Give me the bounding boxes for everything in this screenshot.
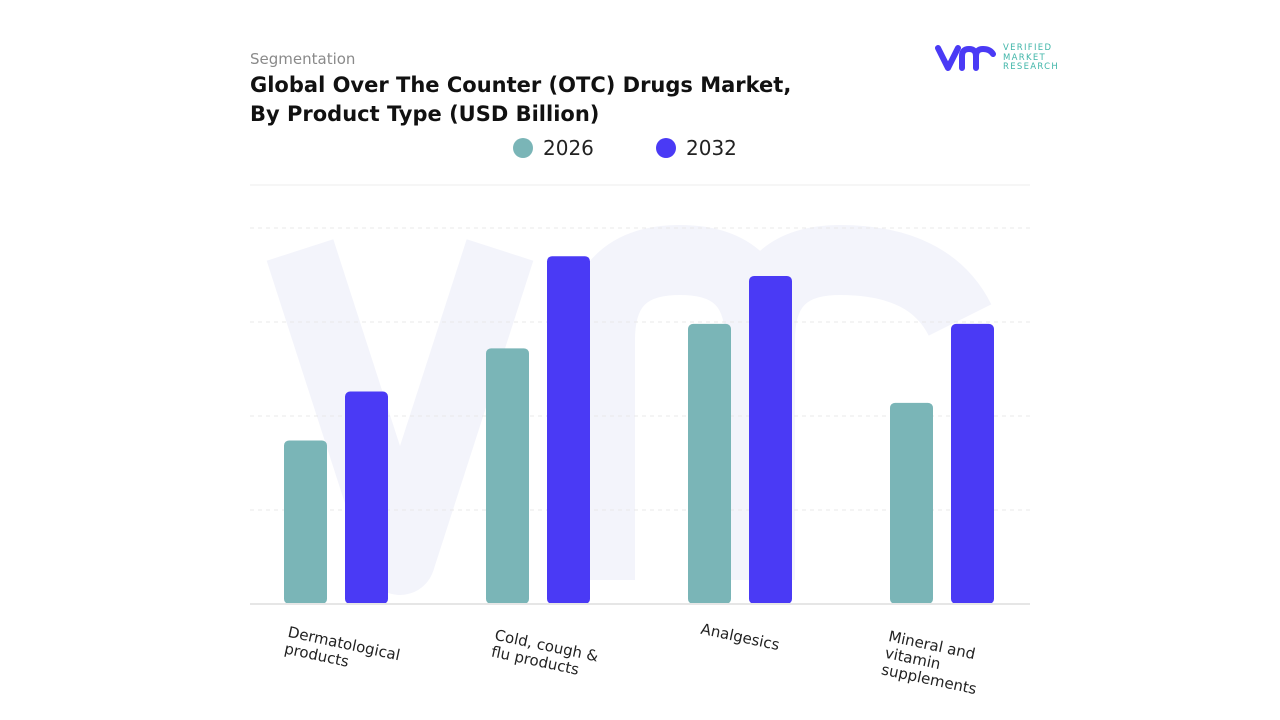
legend-label: 2026 xyxy=(543,136,594,160)
logo-line: MARKET xyxy=(1003,52,1046,63)
legend-swatch-2032 xyxy=(656,138,676,158)
legend-item-2032: 2032 xyxy=(656,136,737,160)
legend-swatch-2026 xyxy=(513,138,533,158)
segment-label: Segmentation xyxy=(250,50,356,68)
bar-2032 xyxy=(345,391,388,604)
logo-line: RESEARCH xyxy=(1003,62,1060,72)
vmr-logo: VERIFIED MARKET RESEARCH xyxy=(935,43,1060,73)
chart-title: Global Over The Counter (OTC) Drugs Mark… xyxy=(250,73,792,126)
legend-label: 2032 xyxy=(686,136,737,160)
vmr-logo-mark-icon xyxy=(935,45,996,72)
bar-2026 xyxy=(688,323,731,604)
watermark xyxy=(266,224,992,595)
bar-2026 xyxy=(284,440,327,604)
legend-item-2026: 2026 xyxy=(513,136,594,160)
logo-line: VERIFIED xyxy=(1003,43,1053,53)
bar-2026 xyxy=(486,348,529,604)
bar-2032 xyxy=(547,256,590,604)
bar-2026 xyxy=(890,402,933,604)
bar-2032 xyxy=(749,275,792,604)
bar-2032 xyxy=(951,323,994,604)
